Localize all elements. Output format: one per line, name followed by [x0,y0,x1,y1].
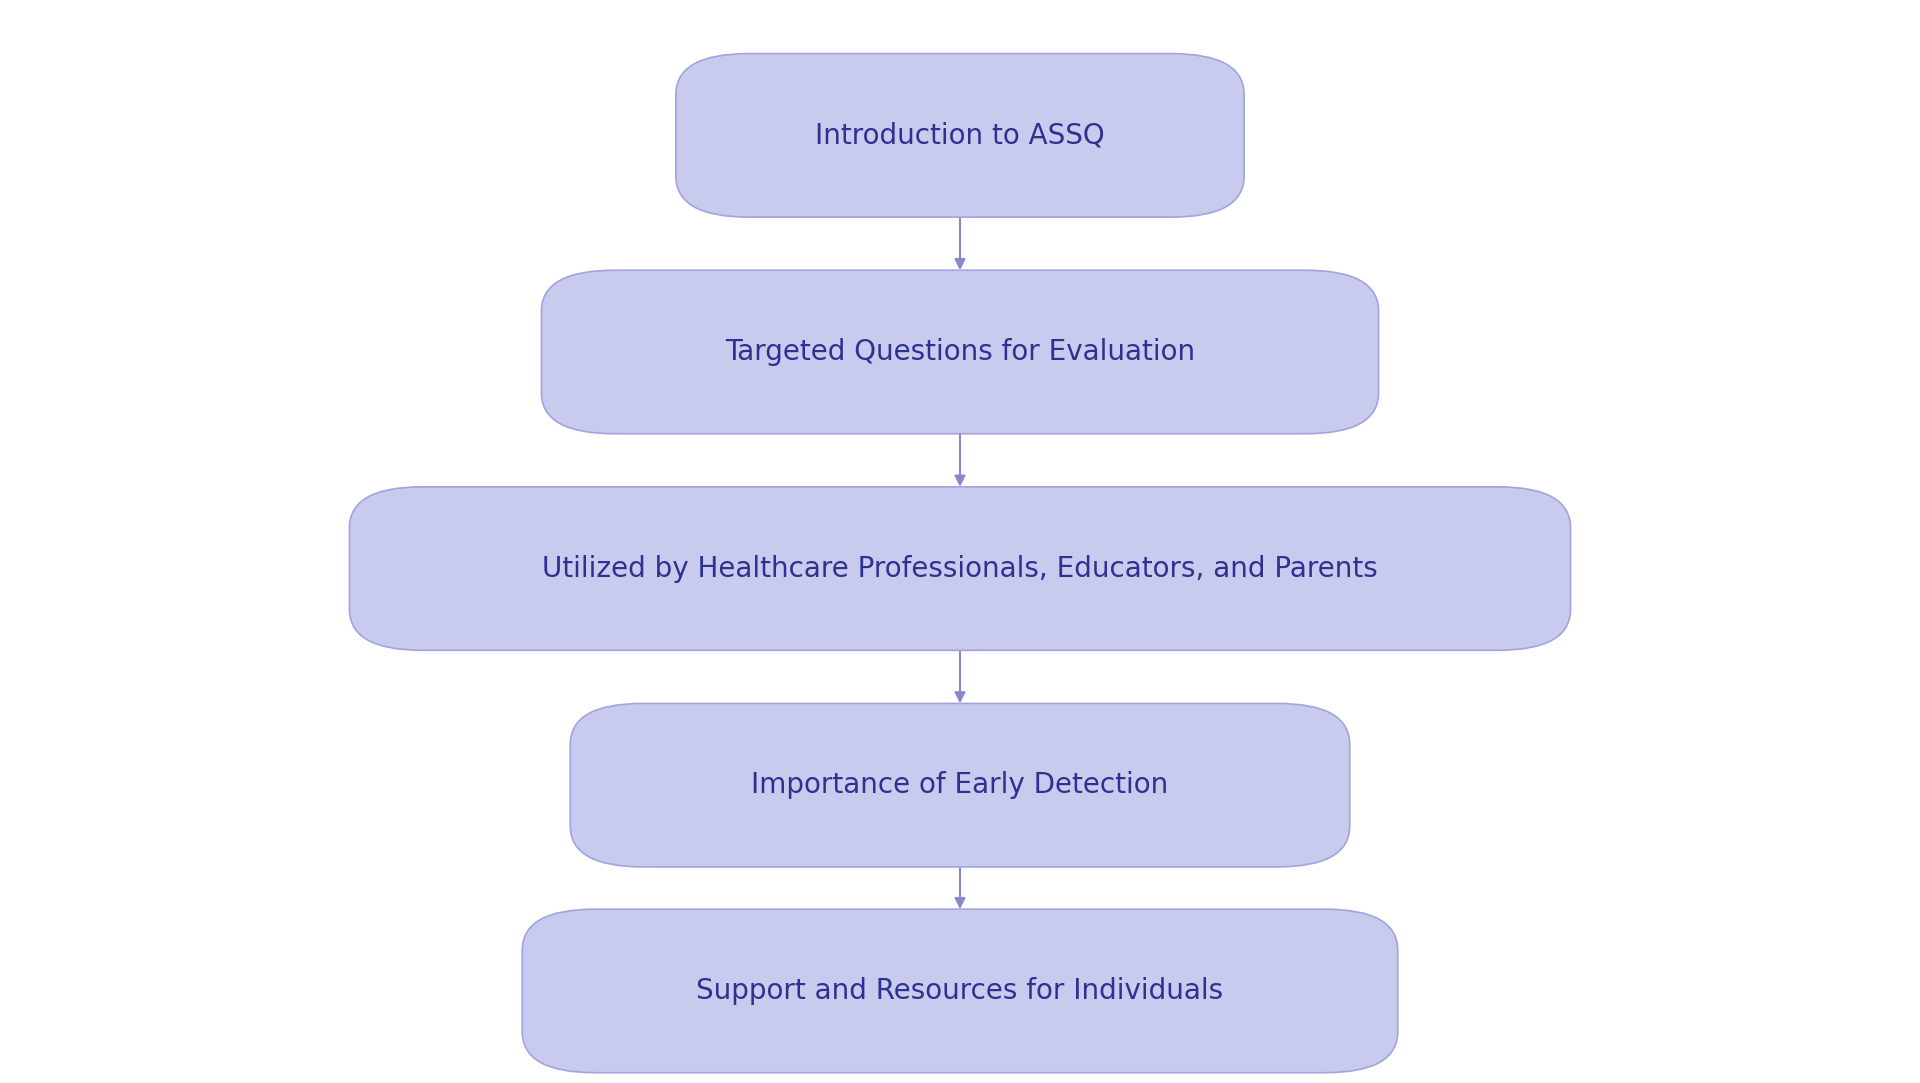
Text: Introduction to ASSQ: Introduction to ASSQ [816,121,1104,149]
Text: Utilized by Healthcare Professionals, Educators, and Parents: Utilized by Healthcare Professionals, Ed… [541,554,1379,583]
FancyBboxPatch shape [349,487,1571,650]
Text: Targeted Questions for Evaluation: Targeted Questions for Evaluation [726,338,1194,366]
Text: Importance of Early Detection: Importance of Early Detection [751,771,1169,799]
FancyBboxPatch shape [522,910,1398,1072]
Text: Support and Resources for Individuals: Support and Resources for Individuals [697,977,1223,1005]
FancyBboxPatch shape [676,54,1244,218]
FancyBboxPatch shape [541,270,1379,433]
FancyBboxPatch shape [570,704,1350,866]
